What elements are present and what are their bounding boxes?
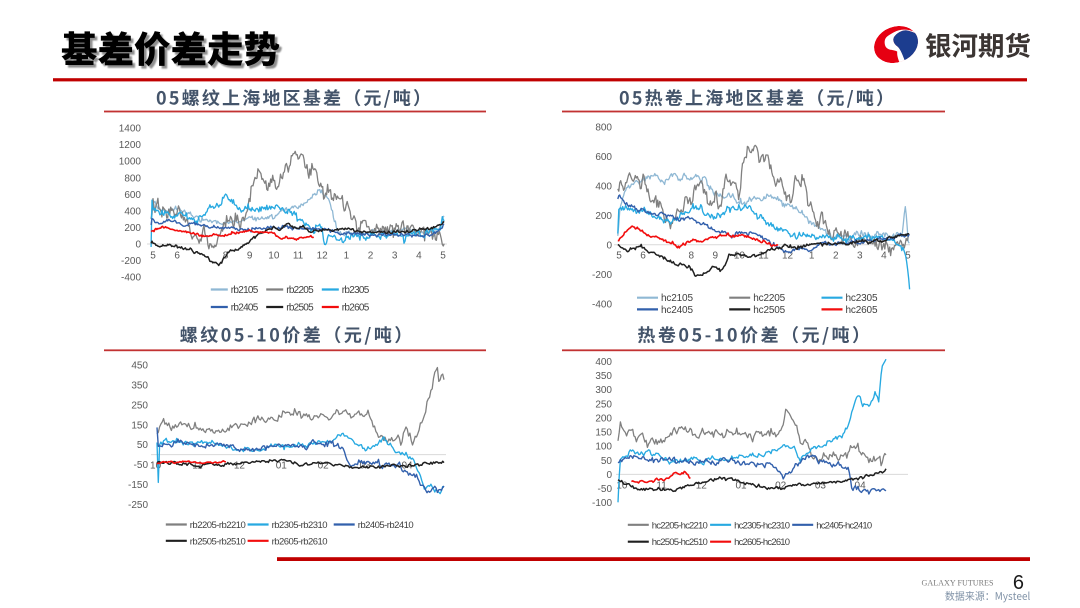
svg-text:600: 600 xyxy=(595,152,612,163)
svg-text:rb2505: rb2505 xyxy=(286,303,314,314)
svg-text:1400: 1400 xyxy=(119,124,142,135)
svg-text:rb2205-rb2210: rb2205-rb2210 xyxy=(190,520,246,531)
svg-text:11: 11 xyxy=(656,481,667,492)
svg-text:6: 6 xyxy=(174,251,180,262)
svg-text:1: 1 xyxy=(809,251,815,262)
svg-text:GALAXY FUTURES: GALAXY FUTURES xyxy=(922,578,994,588)
svg-text:12: 12 xyxy=(696,481,708,492)
svg-text:rb2105: rb2105 xyxy=(231,285,259,296)
svg-text:200: 200 xyxy=(595,211,612,222)
svg-text:hc2605-hc2610: hc2605-hc2610 xyxy=(734,537,790,548)
svg-text:-200: -200 xyxy=(121,256,141,267)
svg-text:1200: 1200 xyxy=(119,140,142,151)
svg-text:5: 5 xyxy=(616,251,622,262)
svg-text:hc2405: hc2405 xyxy=(661,305,693,316)
svg-text:10: 10 xyxy=(734,251,746,262)
svg-text:50: 50 xyxy=(137,440,149,451)
svg-text:rb2405-rb2410: rb2405-rb2410 xyxy=(358,520,414,531)
svg-text:5: 5 xyxy=(150,251,156,262)
svg-text:-200: -200 xyxy=(592,270,612,281)
svg-text:02: 02 xyxy=(775,481,787,492)
svg-text:400: 400 xyxy=(595,181,612,192)
svg-text:100: 100 xyxy=(595,442,612,453)
svg-text:600: 600 xyxy=(124,190,141,201)
svg-text:12: 12 xyxy=(782,251,794,262)
svg-text:50: 50 xyxy=(601,456,613,467)
svg-text:rb2305-rb2310: rb2305-rb2310 xyxy=(272,520,328,531)
svg-text:4: 4 xyxy=(881,251,887,262)
svg-text:04: 04 xyxy=(855,481,867,492)
svg-text:12: 12 xyxy=(317,251,329,262)
svg-text:450: 450 xyxy=(131,361,148,372)
svg-text:6: 6 xyxy=(1013,572,1024,594)
svg-text:5: 5 xyxy=(905,251,911,262)
svg-text:200: 200 xyxy=(595,413,612,424)
svg-text:01: 01 xyxy=(735,481,747,492)
svg-text:rb2405: rb2405 xyxy=(231,303,259,314)
svg-text:1000: 1000 xyxy=(119,157,142,168)
svg-text:10: 10 xyxy=(616,481,628,492)
svg-text:03: 03 xyxy=(815,481,827,492)
svg-text:rb2605-rb2610: rb2605-rb2610 xyxy=(272,536,328,547)
svg-text:rb2205: rb2205 xyxy=(286,285,314,296)
svg-text:1: 1 xyxy=(344,251,350,262)
svg-text:-50: -50 xyxy=(598,484,613,495)
svg-text:350: 350 xyxy=(595,371,612,382)
svg-text:-250: -250 xyxy=(128,500,148,511)
svg-text:rb2305: rb2305 xyxy=(342,285,370,296)
svg-text:11: 11 xyxy=(293,251,304,262)
svg-text:03: 03 xyxy=(360,461,372,472)
svg-text:0: 0 xyxy=(135,240,141,251)
svg-text:hc2405-hc2410: hc2405-hc2410 xyxy=(816,520,872,531)
svg-text:hc2205-hc2210: hc2205-hc2210 xyxy=(652,520,708,531)
svg-text:12: 12 xyxy=(234,461,246,472)
svg-text:hc2305: hc2305 xyxy=(846,293,878,304)
svg-text:rb2505-rb2510: rb2505-rb2510 xyxy=(190,536,246,547)
svg-text:-150: -150 xyxy=(128,480,148,491)
svg-text:2: 2 xyxy=(368,251,374,262)
svg-text:400: 400 xyxy=(124,206,141,217)
svg-text:hc2105: hc2105 xyxy=(661,293,693,304)
svg-text:250: 250 xyxy=(595,399,612,410)
svg-text:250: 250 xyxy=(131,400,148,411)
svg-text:02: 02 xyxy=(318,461,330,472)
svg-text:300: 300 xyxy=(595,385,612,396)
svg-text:hc2305-hc2310: hc2305-hc2310 xyxy=(734,520,790,531)
svg-text:0: 0 xyxy=(606,240,612,251)
svg-text:800: 800 xyxy=(595,122,612,133)
svg-text:5: 5 xyxy=(440,251,446,262)
svg-text:11: 11 xyxy=(758,251,769,262)
svg-text:800: 800 xyxy=(124,173,141,184)
svg-text:hc2505: hc2505 xyxy=(753,305,785,316)
svg-text:hc2605: hc2605 xyxy=(846,305,878,316)
svg-text:0: 0 xyxy=(606,470,612,481)
svg-text:-400: -400 xyxy=(592,299,612,310)
svg-text:rb2605: rb2605 xyxy=(342,303,370,314)
svg-text:3: 3 xyxy=(392,251,398,262)
svg-text:4: 4 xyxy=(416,251,422,262)
svg-text:01: 01 xyxy=(276,461,288,472)
svg-text:10: 10 xyxy=(268,251,280,262)
svg-text:3: 3 xyxy=(857,251,863,262)
svg-text:-400: -400 xyxy=(121,273,141,284)
svg-text:hc2205: hc2205 xyxy=(753,293,785,304)
svg-text:8: 8 xyxy=(688,251,694,262)
svg-text:150: 150 xyxy=(595,428,612,439)
svg-text:-50: -50 xyxy=(134,460,149,471)
svg-text:350: 350 xyxy=(131,381,148,392)
svg-text:-100: -100 xyxy=(592,498,612,509)
svg-text:9: 9 xyxy=(713,251,719,262)
svg-text:150: 150 xyxy=(131,420,148,431)
svg-text:2: 2 xyxy=(833,251,839,262)
svg-text:6: 6 xyxy=(640,251,646,262)
svg-text:10: 10 xyxy=(150,461,162,472)
svg-text:9: 9 xyxy=(247,251,253,262)
svg-text:hc2505-hc2510: hc2505-hc2510 xyxy=(652,537,708,548)
svg-text:200: 200 xyxy=(124,223,141,234)
svg-text:400: 400 xyxy=(595,357,612,368)
